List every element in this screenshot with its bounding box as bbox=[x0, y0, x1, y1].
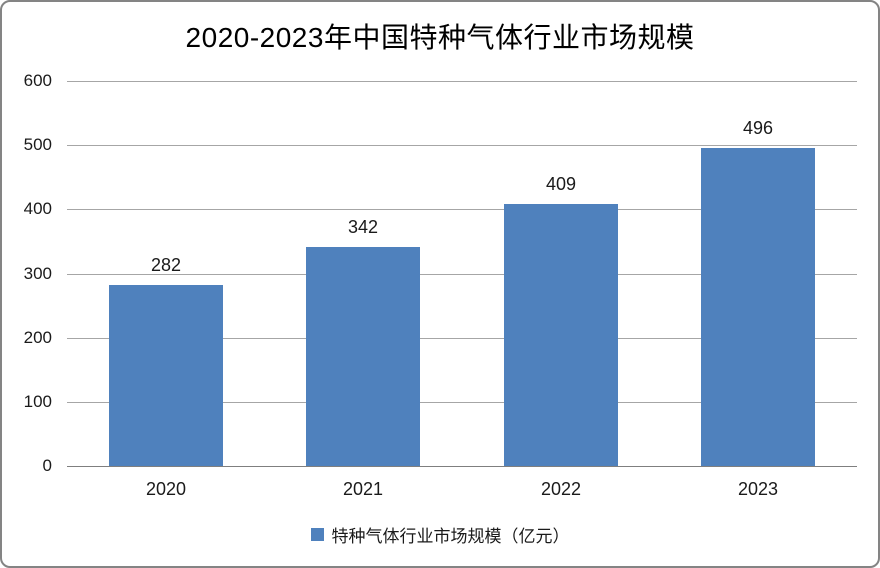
gridline-600 bbox=[67, 81, 857, 82]
bar-value-label-2021: 342 bbox=[347, 217, 379, 237]
bar-2021 bbox=[306, 247, 420, 466]
y-axis-label-300: 300 bbox=[23, 264, 52, 283]
y-axis-label-500: 500 bbox=[23, 135, 52, 154]
bar-value-label-2023: 496 bbox=[742, 118, 774, 138]
x-axis-line bbox=[67, 466, 857, 467]
legend-swatch-icon bbox=[310, 528, 324, 541]
legend: 特种气体行业市场规模（亿元） bbox=[2, 522, 878, 547]
bar-2022 bbox=[504, 204, 618, 466]
bar-2023 bbox=[701, 148, 815, 466]
y-axis-label-0: 0 bbox=[42, 456, 52, 475]
chart-title: 2020-2023年中国特种气体行业市场规模 bbox=[185, 22, 695, 53]
bar-value-label-2022: 409 bbox=[545, 174, 577, 194]
legend-label: 特种气体行业市场规模（亿元） bbox=[331, 527, 570, 546]
y-axis-label-400: 400 bbox=[23, 199, 52, 218]
x-axis-label-2022: 2022 bbox=[540, 479, 582, 499]
y-axis-label-600: 600 bbox=[23, 71, 52, 90]
gridline-100 bbox=[67, 402, 857, 403]
x-axis-label-2020: 2020 bbox=[145, 479, 187, 499]
y-axis-label-100: 100 bbox=[23, 392, 52, 411]
gridline-400 bbox=[67, 209, 857, 210]
bar-2020 bbox=[109, 285, 223, 466]
bar-value-label-2020: 282 bbox=[150, 255, 182, 275]
gridline-200 bbox=[67, 338, 857, 339]
gridline-500 bbox=[67, 145, 857, 146]
y-axis-label-200: 200 bbox=[23, 328, 52, 347]
x-axis-label-2023: 2023 bbox=[737, 479, 779, 499]
x-axis-label-2021: 2021 bbox=[342, 479, 384, 499]
gridline-300 bbox=[67, 274, 857, 275]
